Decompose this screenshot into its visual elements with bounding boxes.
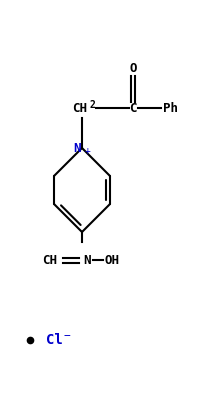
Text: N: N bbox=[73, 141, 81, 154]
Text: +: + bbox=[85, 146, 90, 156]
Text: OH: OH bbox=[104, 254, 119, 267]
Text: N: N bbox=[83, 254, 90, 267]
Text: Ph: Ph bbox=[162, 102, 177, 115]
Text: 2: 2 bbox=[90, 100, 95, 110]
Text: C: C bbox=[129, 102, 136, 115]
Text: Cl: Cl bbox=[46, 333, 62, 347]
Text: O: O bbox=[129, 62, 136, 75]
Text: CH: CH bbox=[72, 102, 87, 115]
Text: −: − bbox=[64, 331, 70, 341]
Text: CH: CH bbox=[42, 254, 57, 267]
